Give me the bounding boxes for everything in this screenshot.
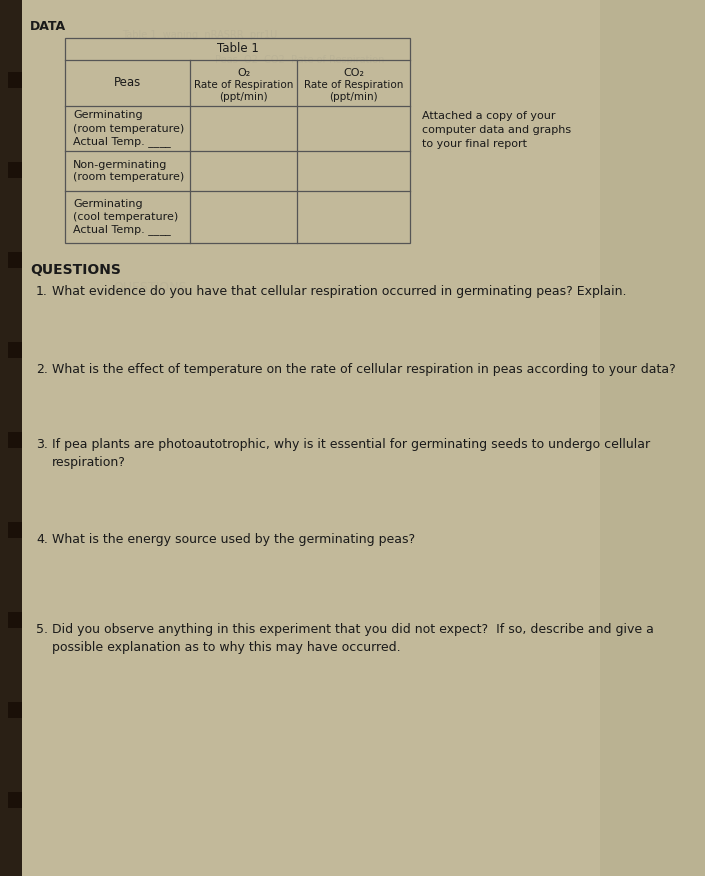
Text: CO₂: CO₂ [343, 68, 364, 78]
Text: DATA: DATA [30, 20, 66, 33]
Text: Germinating: Germinating [73, 110, 142, 121]
Text: (cool temperature): (cool temperature) [73, 212, 178, 222]
Text: Table 1  waning  nRASRR  prr1U: Table 1 waning nRASRR prr1U [123, 30, 278, 40]
Bar [8, 72, 22, 88]
Bar [0, 0, 22, 876]
Text: Attached a copy of your: Attached a copy of your [422, 111, 556, 121]
Text: Did you observe anything in this experiment that you did not expect?  If so, des: Did you observe anything in this experim… [52, 623, 654, 654]
Text: (ppt/min): (ppt/min) [329, 92, 378, 102]
Bar [8, 792, 22, 808]
Text: Rate of Respiration: Rate of Respiration [304, 80, 403, 90]
Bar [65, 38, 410, 243]
Text: What is the energy source used by the germinating peas?: What is the energy source used by the ge… [52, 533, 415, 546]
Bar [600, 0, 705, 876]
Text: (room temperature): (room temperature) [73, 124, 184, 133]
Text: Actual Temp. ____: Actual Temp. ____ [73, 224, 171, 236]
Text: Peas  O2  CO2  Rate of Respiration: Peas O2 CO2 Rate of Respiration [215, 55, 385, 65]
Text: O₂: O₂ [237, 68, 250, 78]
Text: 4.: 4. [36, 533, 48, 546]
Text: Non-germinating: Non-germinating [73, 159, 167, 169]
Text: Peas: Peas [114, 76, 141, 89]
Bar [8, 432, 22, 448]
Bar [8, 702, 22, 718]
Text: QUESTIONS: QUESTIONS [30, 263, 121, 277]
Text: (ppt/min): (ppt/min) [219, 92, 268, 102]
Text: 3.: 3. [36, 438, 48, 451]
Bar [8, 342, 22, 358]
Text: to your final report: to your final report [422, 139, 527, 149]
Text: Rate of Respiration: Rate of Respiration [194, 80, 293, 90]
Bar [8, 522, 22, 538]
Bar [8, 162, 22, 178]
Text: 1.: 1. [36, 285, 48, 298]
Text: Germinating: Germinating [73, 199, 142, 209]
Text: If pea plants are photoautotrophic, why is it essential for germinating seeds to: If pea plants are photoautotrophic, why … [52, 438, 650, 469]
Text: 2.: 2. [36, 363, 48, 376]
Bar [8, 252, 22, 268]
Text: (room temperature): (room temperature) [73, 173, 184, 182]
Text: 5.: 5. [36, 623, 48, 636]
Text: QUESTIONS: QUESTIONS [114, 280, 187, 293]
Text: computer data and graphs: computer data and graphs [422, 125, 571, 135]
Text: Actual Temp. ____: Actual Temp. ____ [73, 136, 171, 147]
Text: What is the effect of temperature on the rate of cellular respiration in peas ac: What is the effect of temperature on the… [52, 363, 676, 376]
Text: Table 1: Table 1 [216, 43, 259, 55]
Text: What evidence do you have that cellular respiration occurred in germinating peas: What evidence do you have that cellular … [52, 285, 627, 298]
Bar [8, 612, 22, 628]
